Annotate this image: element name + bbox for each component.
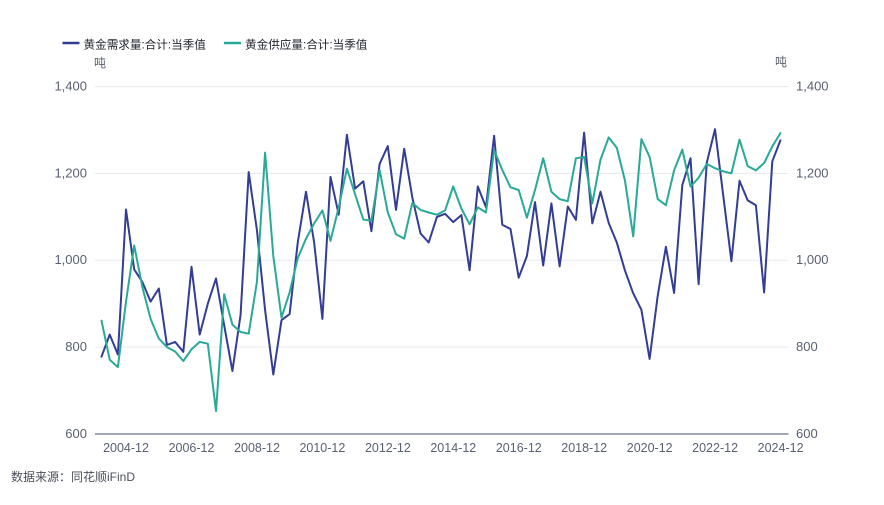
svg-text:数据来源：同花顺iFinD: 数据来源：同花顺iFinD bbox=[11, 469, 135, 484]
svg-text:1,200: 1,200 bbox=[796, 165, 829, 180]
svg-text:600: 600 bbox=[796, 426, 818, 441]
svg-text:2024-12: 2024-12 bbox=[758, 441, 804, 455]
svg-text:1,000: 1,000 bbox=[54, 252, 87, 267]
svg-text:2006-12: 2006-12 bbox=[169, 441, 215, 455]
svg-text:1,200: 1,200 bbox=[54, 165, 87, 180]
svg-text:1,000: 1,000 bbox=[796, 252, 829, 267]
svg-text:2022-12: 2022-12 bbox=[692, 441, 738, 455]
svg-text:2020-12: 2020-12 bbox=[627, 441, 673, 455]
svg-text:800: 800 bbox=[65, 339, 87, 354]
svg-text:800: 800 bbox=[796, 339, 818, 354]
svg-text:2018-12: 2018-12 bbox=[561, 441, 607, 455]
svg-text:吨: 吨 bbox=[94, 56, 106, 70]
svg-text:2014-12: 2014-12 bbox=[430, 441, 476, 455]
svg-text:2010-12: 2010-12 bbox=[299, 441, 345, 455]
svg-text:黄金供应量:合计:当季值: 黄金供应量:合计:当季值 bbox=[245, 38, 368, 52]
svg-text:2004-12: 2004-12 bbox=[103, 441, 149, 455]
svg-text:吨: 吨 bbox=[775, 55, 787, 69]
svg-text:2008-12: 2008-12 bbox=[234, 441, 280, 455]
svg-text:2012-12: 2012-12 bbox=[365, 441, 411, 455]
svg-text:1,400: 1,400 bbox=[54, 78, 87, 93]
svg-text:黄金需求量:合计:当季值: 黄金需求量:合计:当季值 bbox=[84, 38, 207, 52]
svg-text:600: 600 bbox=[65, 426, 87, 441]
svg-text:1,400: 1,400 bbox=[796, 78, 829, 93]
svg-text:2016-12: 2016-12 bbox=[496, 441, 542, 455]
